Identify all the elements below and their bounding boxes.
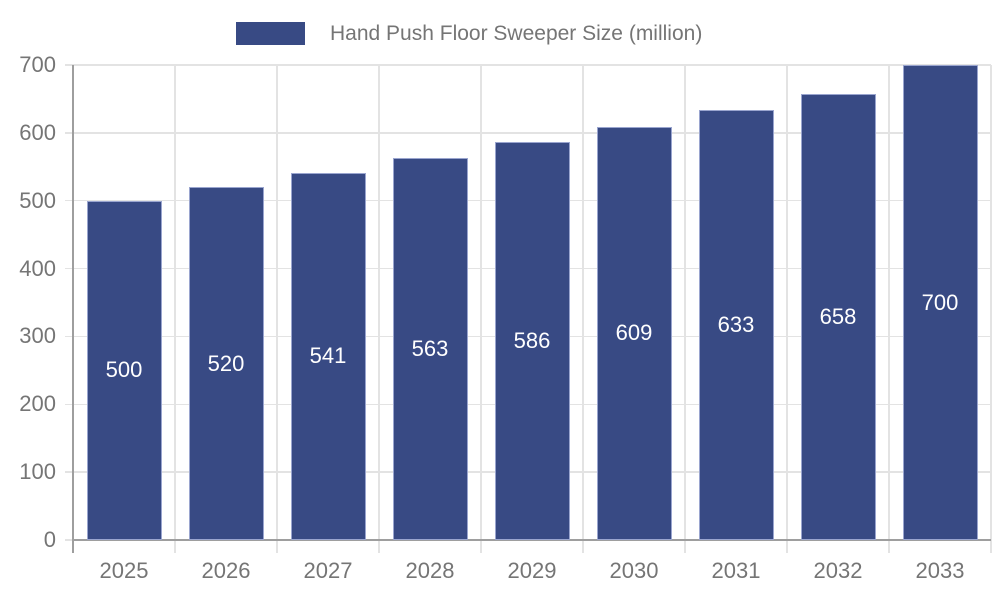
y-tick-label: 300 bbox=[19, 323, 56, 349]
legend-swatch bbox=[236, 22, 305, 45]
bar-value-label: 500 bbox=[105, 357, 143, 383]
x-tick-label: 2029 bbox=[507, 558, 557, 583]
y-axis-line bbox=[72, 65, 74, 553]
x-tick-label: 2027 bbox=[303, 558, 353, 583]
bar-value-label: 541 bbox=[309, 343, 347, 369]
y-tick-label: 0 bbox=[43, 527, 56, 552]
x-tick-label: 2032 bbox=[813, 558, 863, 583]
bar[interactable] bbox=[902, 65, 978, 540]
bar-value-label: 520 bbox=[207, 350, 245, 376]
bar-value-label: 586 bbox=[513, 328, 551, 354]
gridline-v bbox=[786, 65, 788, 553]
x-tick-label: 2030 bbox=[609, 558, 659, 583]
bar-value-label: 700 bbox=[921, 289, 959, 315]
bar[interactable] bbox=[698, 110, 774, 540]
y-tick-label: 200 bbox=[19, 391, 56, 417]
y-tick-label: 500 bbox=[19, 187, 56, 213]
gridline-v bbox=[888, 65, 890, 553]
bar[interactable] bbox=[86, 200, 162, 540]
bar[interactable] bbox=[290, 172, 366, 540]
x-tick-label: 2031 bbox=[711, 558, 761, 583]
y-tick-label: 400 bbox=[19, 255, 56, 281]
x-tick-label: 2026 bbox=[201, 558, 251, 583]
legend-label: Hand Push Floor Sweeper Size (million) bbox=[330, 22, 703, 45]
x-tick-label: 2033 bbox=[915, 558, 965, 583]
bar-value-label: 633 bbox=[717, 312, 755, 338]
gridline-v bbox=[990, 65, 992, 553]
bar[interactable] bbox=[800, 93, 876, 540]
bar[interactable] bbox=[392, 157, 468, 540]
bar-value-label: 609 bbox=[615, 320, 653, 346]
gridline-h bbox=[65, 64, 991, 66]
bar[interactable] bbox=[188, 187, 264, 540]
bar[interactable] bbox=[494, 142, 570, 540]
y-tick-label: 600 bbox=[19, 119, 56, 145]
gridline-v bbox=[276, 65, 278, 553]
x-tick-label: 2028 bbox=[405, 558, 455, 583]
gridline-v bbox=[684, 65, 686, 553]
gridline-v bbox=[174, 65, 176, 553]
gridline-v bbox=[378, 65, 380, 553]
bar[interactable] bbox=[596, 126, 672, 540]
y-tick-label: 700 bbox=[19, 52, 56, 77]
y-tick-label: 100 bbox=[19, 459, 56, 485]
gridline-h bbox=[65, 132, 991, 134]
legend[interactable]: Hand Push Floor Sweeper Size (million) bbox=[236, 20, 702, 47]
bar-value-label: 658 bbox=[819, 303, 857, 329]
gridline-v bbox=[582, 65, 584, 553]
x-tick-label: 2025 bbox=[99, 558, 149, 583]
bar-value-label: 563 bbox=[411, 335, 449, 361]
gridline-v bbox=[480, 65, 482, 553]
x-axis-line bbox=[72, 539, 991, 541]
